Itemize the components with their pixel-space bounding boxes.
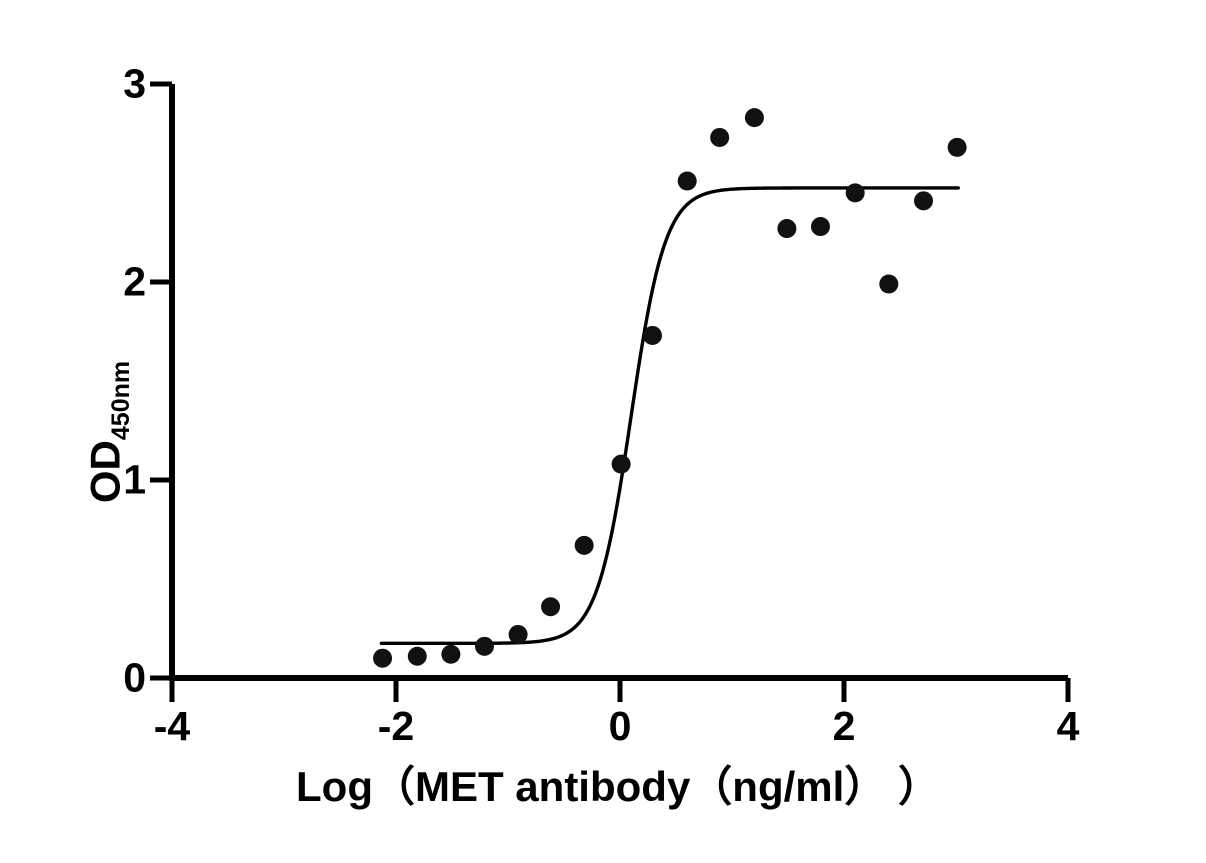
x-axis-title: Log（MET antibody（ng/ml） ）	[296, 763, 940, 810]
data-point	[508, 624, 528, 644]
data-point	[947, 137, 967, 157]
y-axis-title-subscript: 450nm	[106, 360, 135, 440]
data-point	[914, 191, 934, 211]
y-tick-label-2: 2	[123, 258, 146, 305]
data-point	[441, 644, 461, 664]
data-point	[677, 171, 697, 191]
data-point	[710, 127, 730, 147]
data-point	[777, 219, 797, 239]
data-points-group	[373, 108, 967, 668]
y-axis-title: OD450nm	[81, 360, 135, 503]
data-point	[407, 646, 427, 666]
data-point	[474, 636, 494, 656]
data-point	[642, 325, 662, 345]
data-point	[810, 217, 830, 237]
data-point	[574, 535, 594, 555]
x-tick-label--2: -2	[377, 703, 415, 749]
x-tick-label--4: -4	[153, 703, 191, 749]
data-point	[845, 183, 865, 203]
data-point	[744, 108, 764, 128]
y-axis-ticks	[150, 81, 172, 681]
x-tick-label-4: 4	[1056, 703, 1080, 749]
data-point	[373, 648, 393, 668]
fitted-curve	[379, 186, 960, 646]
y-tick-label-1: 1	[123, 456, 146, 503]
data-point	[541, 597, 561, 617]
x-tick-label-2: 2	[832, 703, 856, 749]
y-tick-label-3: 3	[123, 60, 146, 107]
axes-group	[169, 84, 1068, 681]
x-tick-label-0: 0	[608, 703, 632, 749]
data-point	[879, 274, 899, 294]
data-point	[611, 454, 631, 474]
x-axis-ticks	[169, 678, 1071, 702]
y-tick-label-0: 0	[123, 654, 146, 701]
y-axis-title-base: OD	[81, 439, 129, 503]
